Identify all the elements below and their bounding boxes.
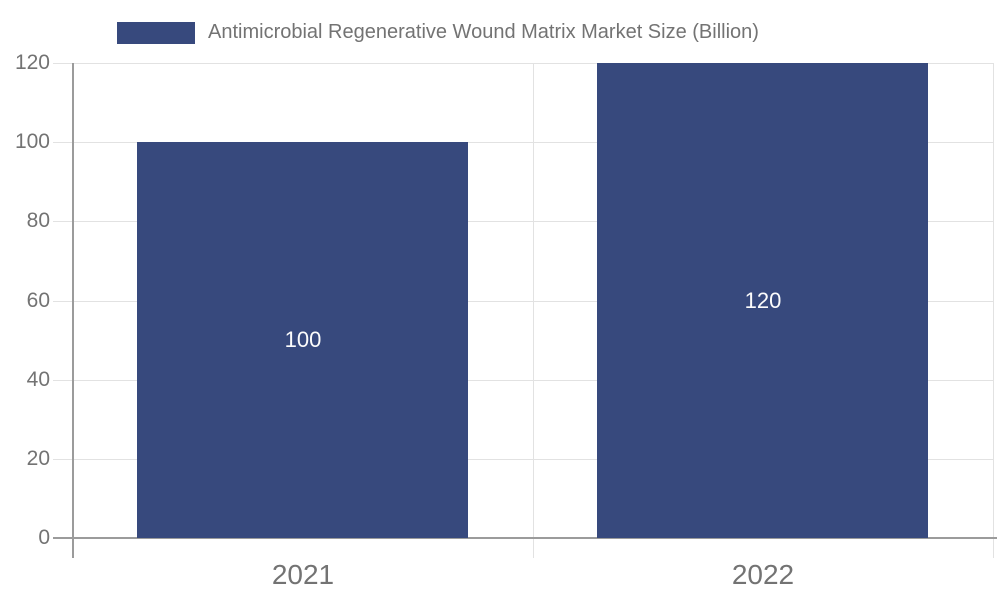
- legend-label: Antimicrobial Regenerative Wound Matrix …: [208, 21, 759, 43]
- gridline: [53, 380, 993, 381]
- bar: [137, 142, 468, 538]
- y-tick-label: 0: [38, 526, 50, 549]
- y-tick-label: 80: [26, 209, 50, 232]
- gridline: [53, 221, 993, 222]
- x-axis-line: [53, 537, 997, 539]
- y-tick-label: 120: [14, 51, 50, 74]
- gridline: [53, 142, 993, 143]
- legend-swatch: [117, 21, 195, 44]
- y-tick-label: 20: [26, 447, 50, 470]
- bar-value-label: 100: [284, 327, 322, 352]
- x-tick-label: 2021: [271, 559, 335, 590]
- legend: Antimicrobial Regenerative Wound Matrix …: [117, 21, 759, 44]
- gridline: [53, 301, 993, 302]
- bar-value-label: 120: [744, 288, 782, 313]
- y-tick-label: 40: [26, 368, 50, 391]
- x-tick-label: 2022: [731, 559, 795, 590]
- y-axis-line: [72, 63, 74, 558]
- category-boundary-gridline: [533, 63, 534, 558]
- y-tick-label: 100: [14, 130, 50, 153]
- gridline: [53, 63, 993, 64]
- plot-right-border: [993, 63, 994, 558]
- bar: [597, 63, 928, 538]
- gridline: [53, 459, 993, 460]
- y-tick-label: 60: [26, 289, 50, 312]
